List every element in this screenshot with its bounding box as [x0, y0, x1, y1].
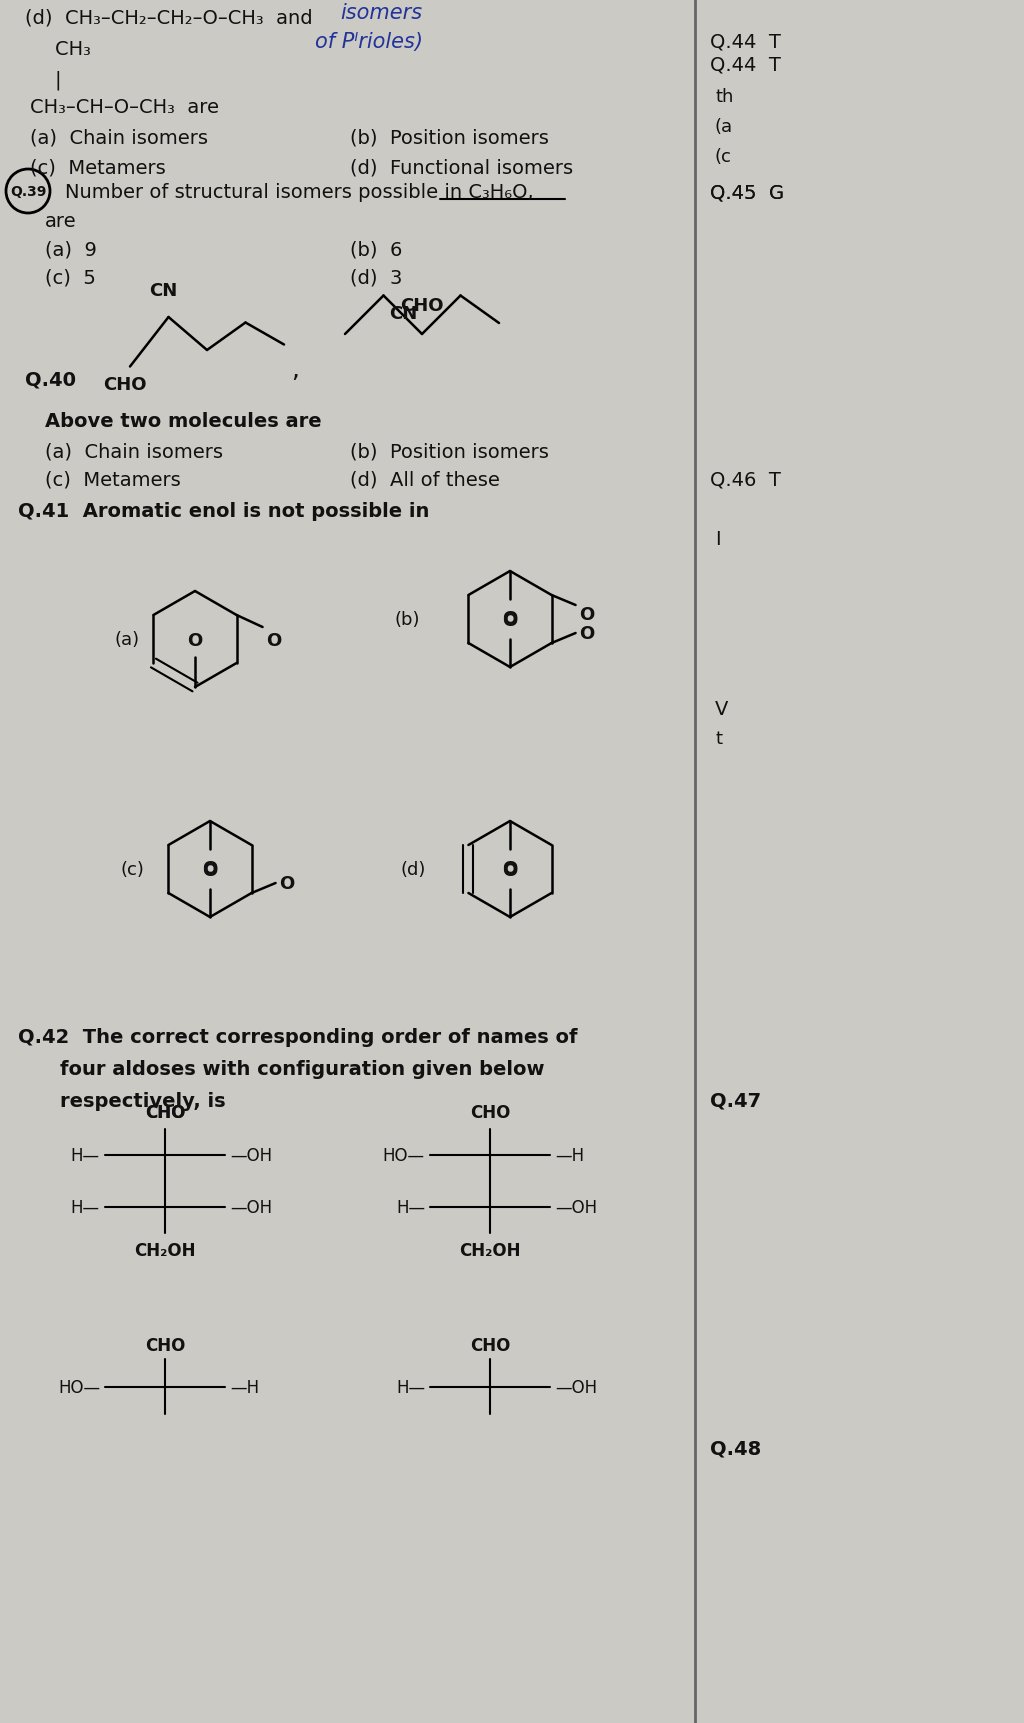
Text: CHO: CHO	[400, 296, 443, 315]
Text: Q.45  G: Q.45 G	[710, 183, 784, 202]
Text: O: O	[580, 606, 595, 624]
Text: Q.44  T: Q.44 T	[710, 55, 781, 74]
Text: CH₃: CH₃	[30, 40, 91, 59]
Text: (a)  9: (a) 9	[45, 239, 97, 258]
Text: (c: (c	[715, 148, 732, 165]
Text: (b)  6: (b) 6	[350, 239, 402, 258]
Text: ,: ,	[291, 358, 299, 383]
Text: Q.39: Q.39	[10, 184, 46, 198]
Text: Q.42  The correct corresponding order of names of: Q.42 The correct corresponding order of …	[18, 1027, 578, 1046]
Text: Q.41  Aromatic enol is not possible in: Q.41 Aromatic enol is not possible in	[18, 501, 429, 520]
Text: (a)  Chain isomers: (a) Chain isomers	[45, 441, 223, 460]
Text: CN: CN	[150, 283, 177, 300]
Text: (b)  Position isomers: (b) Position isomers	[350, 128, 549, 146]
Text: t: t	[715, 729, 722, 748]
Text: CHO: CHO	[144, 1103, 185, 1122]
Text: (d)  All of these: (d) All of these	[350, 470, 500, 489]
Text: (c): (c)	[120, 860, 144, 879]
Text: H—: H—	[71, 1197, 100, 1216]
Text: are: are	[45, 212, 77, 231]
Text: Above two molecules are: Above two molecules are	[45, 412, 322, 431]
Text: HO—: HO—	[383, 1146, 425, 1165]
Text: I: I	[715, 529, 721, 548]
Text: Q.47: Q.47	[710, 1091, 761, 1110]
Text: H—: H—	[71, 1146, 100, 1165]
Text: Q.40: Q.40	[25, 370, 76, 389]
Text: Q.46  T: Q.46 T	[710, 470, 781, 489]
Text: O: O	[580, 625, 595, 643]
Text: Number of structural isomers possible in C₃H₆O,: Number of structural isomers possible in…	[65, 183, 534, 202]
Text: O: O	[280, 875, 295, 893]
Text: O: O	[266, 632, 282, 650]
Text: four aldoses with configuration given below: four aldoses with configuration given be…	[60, 1060, 545, 1079]
Text: (b)  Position isomers: (b) Position isomers	[350, 441, 549, 460]
Text: th: th	[715, 88, 733, 105]
Text: (b): (b)	[395, 610, 421, 629]
Text: O: O	[203, 862, 218, 879]
Text: O: O	[187, 632, 203, 650]
Text: CH₂OH: CH₂OH	[459, 1241, 521, 1260]
Text: CH₃–CH–O–CH₃  are: CH₃–CH–O–CH₃ are	[30, 98, 219, 117]
Text: V: V	[715, 700, 728, 718]
Text: (d)  3: (d) 3	[350, 267, 402, 286]
Text: (a: (a	[715, 117, 733, 136]
Text: (a)  Chain isomers: (a) Chain isomers	[30, 128, 208, 146]
Text: (a): (a)	[115, 631, 140, 648]
Text: CN: CN	[389, 305, 418, 322]
Text: —OH: —OH	[230, 1197, 272, 1216]
Text: CHO: CHO	[144, 1337, 185, 1354]
Text: (c)  Metamers: (c) Metamers	[30, 159, 166, 177]
Text: |: |	[30, 71, 61, 90]
Text: —H: —H	[555, 1146, 584, 1165]
Text: —OH: —OH	[230, 1146, 272, 1165]
Text: CHO: CHO	[470, 1103, 510, 1122]
Text: H—: H—	[396, 1197, 425, 1216]
Text: O: O	[503, 612, 517, 629]
Text: (c)  5: (c) 5	[45, 267, 96, 286]
Text: Q.44  T: Q.44 T	[710, 33, 781, 52]
Text: (d)  CH₃–CH₂–CH₂–O–CH₃  and: (d) CH₃–CH₂–CH₂–O–CH₃ and	[25, 9, 312, 28]
Text: O: O	[503, 862, 517, 879]
Text: CH₂OH: CH₂OH	[134, 1241, 196, 1260]
Text: —OH: —OH	[555, 1197, 597, 1216]
Text: (c)  Metamers: (c) Metamers	[45, 470, 181, 489]
Text: HO—: HO—	[58, 1378, 100, 1396]
Text: CHO: CHO	[103, 376, 146, 393]
Text: O: O	[503, 610, 517, 627]
Text: CHO: CHO	[144, 1103, 185, 1122]
Text: Q.45  G: Q.45 G	[710, 183, 784, 202]
Text: —H: —H	[230, 1378, 259, 1396]
Text: Q.48: Q.48	[710, 1439, 761, 1458]
Text: O: O	[503, 860, 517, 877]
Text: O: O	[203, 860, 218, 877]
Text: of Pᴵrioles): of Pᴵrioles)	[315, 33, 423, 52]
Text: CHO: CHO	[470, 1337, 510, 1354]
Text: H—: H—	[396, 1378, 425, 1396]
Text: respectively, is: respectively, is	[60, 1091, 225, 1110]
Text: —OH: —OH	[555, 1378, 597, 1396]
Text: (d)  Functional isomers: (d) Functional isomers	[350, 159, 573, 177]
Text: isomers: isomers	[340, 3, 422, 22]
Text: (d): (d)	[400, 860, 425, 879]
